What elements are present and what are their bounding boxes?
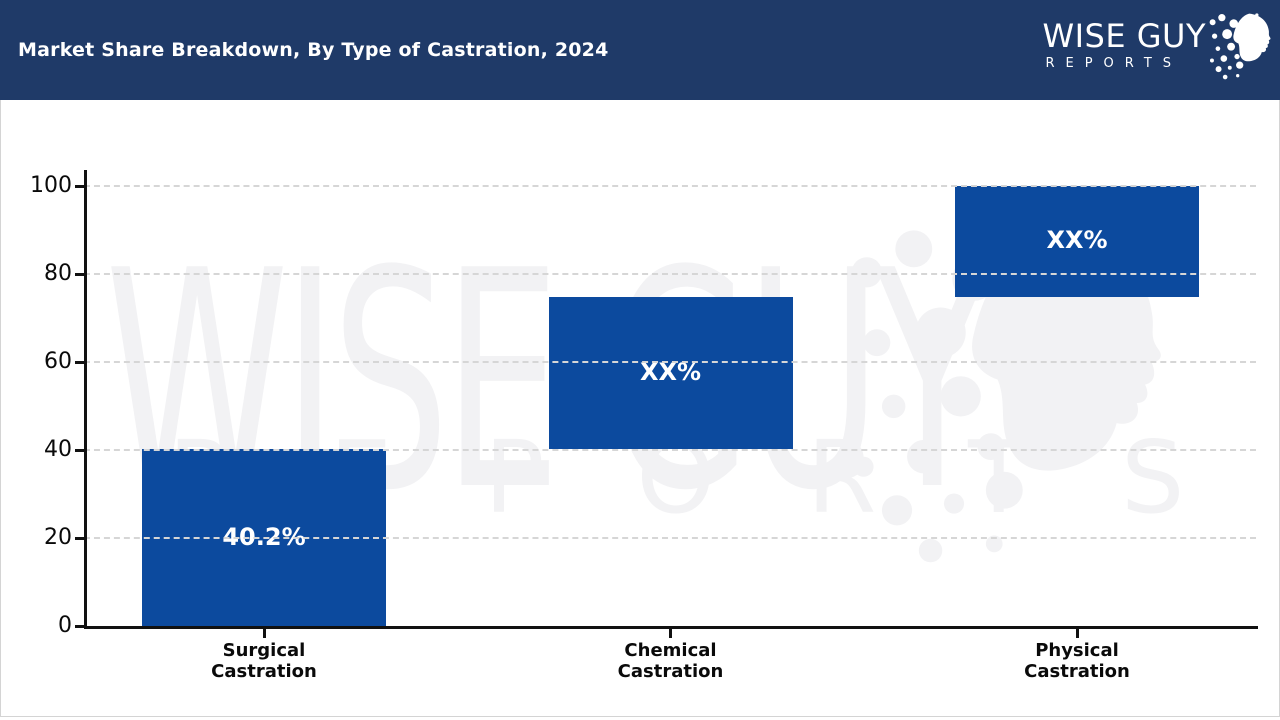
- y-tick: [75, 273, 84, 276]
- bar-segment: XX%: [955, 186, 1199, 297]
- y-tick: [75, 361, 84, 364]
- y-axis-line: [84, 170, 87, 629]
- y-tick-label: 40: [44, 437, 72, 462]
- x-tick-label: Chemical Castration: [617, 640, 724, 682]
- gridline: [84, 185, 1256, 187]
- y-tick-label: 20: [44, 525, 72, 550]
- logo-text: WISE GUY REPORTS: [1042, 20, 1206, 71]
- y-tick-label: 80: [44, 261, 72, 286]
- logo: WISE GUY REPORTS: [1042, 7, 1274, 87]
- x-tick: [262, 629, 266, 638]
- gridline: [84, 361, 1256, 363]
- y-tick-label: 100: [30, 173, 72, 198]
- gridline: [84, 273, 1256, 275]
- y-tick-label: 0: [58, 613, 72, 638]
- y-tick-label: 60: [44, 349, 72, 374]
- bar-value-label: 40.2%: [222, 522, 306, 551]
- x-tick-label: Physical Castration: [1024, 640, 1130, 682]
- bar-value-label: XX%: [1046, 226, 1108, 255]
- y-tick: [75, 537, 84, 540]
- gridline: [84, 537, 1256, 539]
- x-tick-label: Surgical Castration: [211, 640, 317, 682]
- x-tick: [1075, 629, 1079, 638]
- y-tick: [75, 185, 84, 188]
- logo-face-icon: [1209, 13, 1271, 80]
- page-title: Market Share Breakdown, By Type of Castr…: [18, 39, 609, 61]
- y-tick: [75, 449, 84, 452]
- header-bar: Market Share Breakdown, By Type of Castr…: [0, 0, 1280, 100]
- x-tick: [669, 629, 672, 638]
- logo-reports-label: REPORTS: [1045, 56, 1183, 71]
- y-tick: [75, 625, 84, 628]
- x-axis-line: [84, 626, 1258, 629]
- bar-segment: XX%: [548, 296, 793, 450]
- gridline: [84, 449, 1256, 451]
- logo-wiseguy-label: WISE GUY: [1042, 17, 1206, 55]
